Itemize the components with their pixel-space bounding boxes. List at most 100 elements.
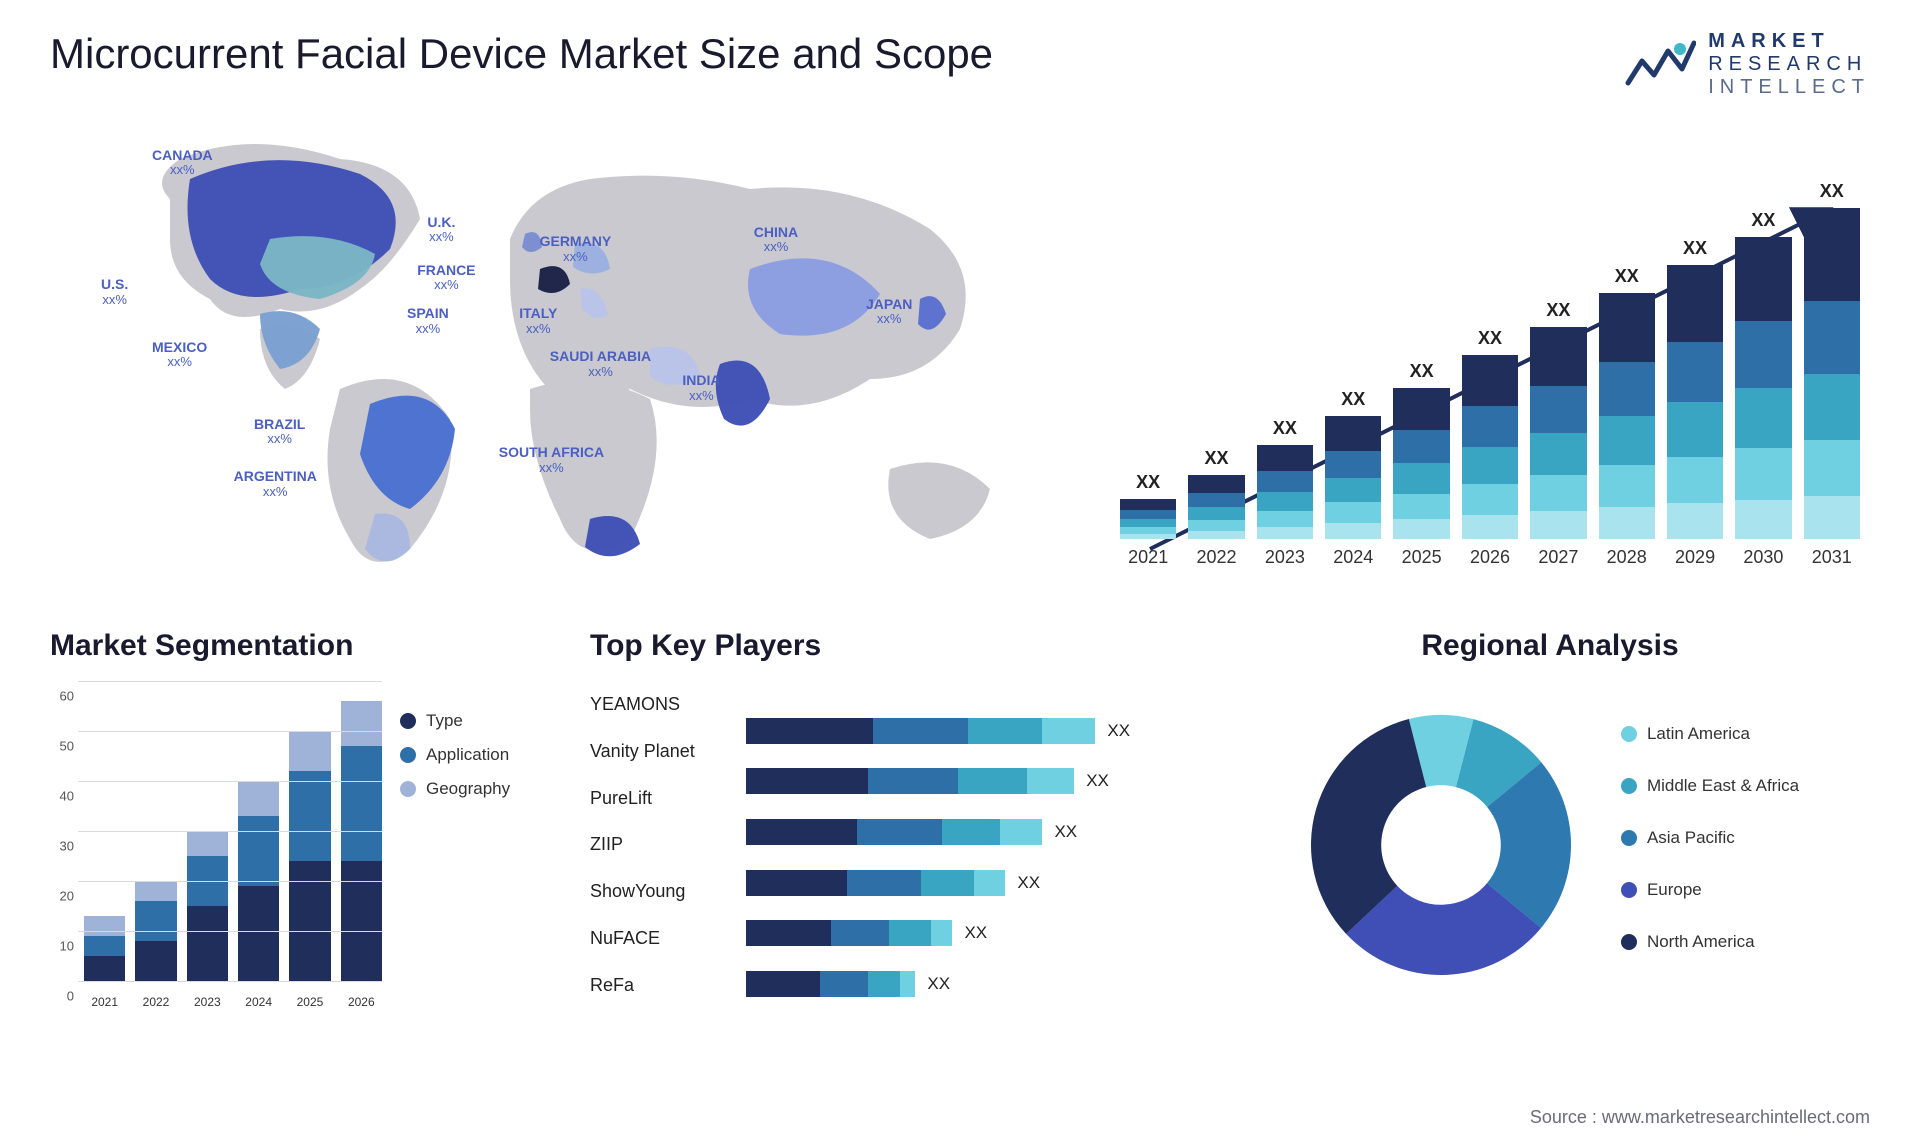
map-country-label: ITALYxx%: [519, 306, 557, 336]
player-bar-row: XX: [746, 870, 1190, 896]
segmentation-chart: 0102030405060 202120222023202420252026: [50, 681, 382, 1009]
player-name: ZIIP: [590, 834, 730, 855]
legend-item: Application: [400, 745, 550, 765]
legend-item: Middle East & Africa: [1621, 776, 1799, 796]
growth-year-label: 2028: [1599, 547, 1655, 568]
map-country-label: FRANCExx%: [417, 263, 475, 293]
world-map-panel: CANADAxx%U.S.xx%MEXICOxx%BRAZILxx%ARGENT…: [50, 119, 1070, 599]
player-bar-row: XX: [746, 819, 1190, 845]
growth-bar: XX: [1257, 418, 1313, 539]
growth-chart-panel: XXXXXXXXXXXXXXXXXXXXXX 20212022202320242…: [1110, 119, 1870, 599]
map-country-label: SPAINxx%: [407, 306, 449, 336]
brand-line-2: RESEARCH: [1708, 53, 1870, 76]
seg-y-tick: 20: [60, 889, 74, 904]
growth-bar: XX: [1804, 181, 1860, 539]
players-panel: Top Key Players YEAMONSVanity PlanetPure…: [590, 629, 1190, 1009]
player-value: XX: [964, 923, 987, 943]
map-country-label: CHINAxx%: [754, 225, 798, 255]
growth-year-label: 2025: [1393, 547, 1449, 568]
segmentation-title: Market Segmentation: [50, 629, 550, 663]
source-attribution: Source : www.marketresearchintellect.com: [1530, 1107, 1870, 1128]
growth-bar-value: XX: [1257, 418, 1313, 439]
growth-bar: XX: [1325, 389, 1381, 539]
player-value: XX: [1107, 721, 1130, 741]
seg-y-tick: 10: [60, 939, 74, 954]
brand-icon: [1624, 37, 1696, 93]
brand-line-1: MARKET: [1708, 30, 1870, 53]
seg-bar: [187, 831, 228, 981]
seg-y-tick: 40: [60, 789, 74, 804]
growth-bar: XX: [1462, 328, 1518, 539]
players-bars: XXXXXXXXXXXX: [746, 681, 1190, 1009]
map-country-label: GERMANYxx%: [540, 234, 612, 264]
growth-year-label: 2031: [1804, 547, 1860, 568]
growth-bar-value: XX: [1804, 181, 1860, 202]
growth-year-label: 2023: [1257, 547, 1313, 568]
growth-year-label: 2026: [1462, 547, 1518, 568]
legend-item: Latin America: [1621, 724, 1799, 744]
regional-legend: Latin America Middle East & Africa Asia Pa…: [1621, 724, 1799, 966]
player-name: NuFACE: [590, 928, 730, 949]
growth-bar-value: XX: [1325, 389, 1381, 410]
player-name: Vanity Planet: [590, 741, 730, 762]
map-country-label: SAUDI ARABIAxx%: [550, 349, 651, 379]
regional-title: Regional Analysis: [1421, 629, 1678, 663]
growth-year-label: 2030: [1735, 547, 1791, 568]
player-name: ShowYoung: [590, 881, 730, 902]
player-value: XX: [1017, 873, 1040, 893]
seg-year-label: 2025: [289, 995, 330, 1009]
seg-year-label: 2022: [135, 995, 176, 1009]
seg-year-label: 2024: [238, 995, 279, 1009]
map-country-label: U.S.xx%: [101, 277, 128, 307]
segmentation-legend: Type Application Geography: [400, 681, 550, 1009]
seg-year-label: 2026: [341, 995, 382, 1009]
legend-item: Asia Pacific: [1621, 828, 1799, 848]
player-value: XX: [927, 974, 950, 994]
player-bar-row: XX: [746, 920, 1190, 946]
legend-item: Geography: [400, 779, 550, 799]
growth-year-label: 2024: [1325, 547, 1381, 568]
map-country-label: BRAZILxx%: [254, 417, 305, 447]
legend-item: Type: [400, 711, 550, 731]
growth-bar-value: XX: [1462, 328, 1518, 349]
regional-donut-chart: [1301, 705, 1581, 985]
growth-bar: XX: [1393, 361, 1449, 539]
seg-y-tick: 30: [60, 839, 74, 854]
growth-bar-value: XX: [1120, 472, 1176, 493]
growth-x-axis: 2021202220232024202520262027202820292030…: [1110, 539, 1870, 568]
players-title: Top Key Players: [590, 629, 1190, 663]
legend-item: Europe: [1621, 880, 1799, 900]
seg-bar: [341, 701, 382, 981]
growth-bar: XX: [1120, 472, 1176, 539]
map-country-label: MEXICOxx%: [152, 340, 207, 370]
growth-year-label: 2022: [1188, 547, 1244, 568]
growth-bar-value: XX: [1393, 361, 1449, 382]
growth-bar: XX: [1530, 300, 1586, 540]
brand-logo: MARKET RESEARCH INTELLECT: [1624, 30, 1870, 99]
growth-bar: XX: [1735, 210, 1791, 539]
seg-bar: [84, 916, 125, 981]
segmentation-panel: Market Segmentation 0102030405060 202120…: [50, 629, 550, 1009]
growth-bar-value: XX: [1667, 238, 1723, 259]
seg-y-tick: 0: [67, 989, 74, 1004]
player-bar-row: XX: [746, 971, 1190, 997]
growth-bar-value: XX: [1188, 448, 1244, 469]
seg-year-label: 2023: [187, 995, 228, 1009]
legend-item: North America: [1621, 932, 1799, 952]
growth-bar: XX: [1599, 266, 1655, 539]
page-title: Microcurrent Facial Device Market Size a…: [50, 30, 993, 78]
map-country-label: U.K.xx%: [427, 215, 455, 245]
map-country-label: CANADAxx%: [152, 148, 213, 178]
growth-bar-value: XX: [1735, 210, 1791, 231]
seg-year-label: 2021: [84, 995, 125, 1009]
growth-bar-value: XX: [1599, 266, 1655, 287]
player-name: ReFa: [590, 975, 730, 996]
brand-line-3: INTELLECT: [1708, 76, 1870, 99]
players-labels: YEAMONSVanity PlanetPureLiftZIIPShowYoun…: [590, 681, 730, 1009]
player-value: XX: [1054, 822, 1077, 842]
growth-bar: XX: [1667, 238, 1723, 539]
player-name: YEAMONS: [590, 694, 730, 715]
player-bar-row: XX: [746, 718, 1190, 744]
growth-bars: XX XX XX XX XX XX XX XX XX XX XX: [1110, 179, 1870, 539]
growth-bar: XX: [1188, 448, 1244, 539]
